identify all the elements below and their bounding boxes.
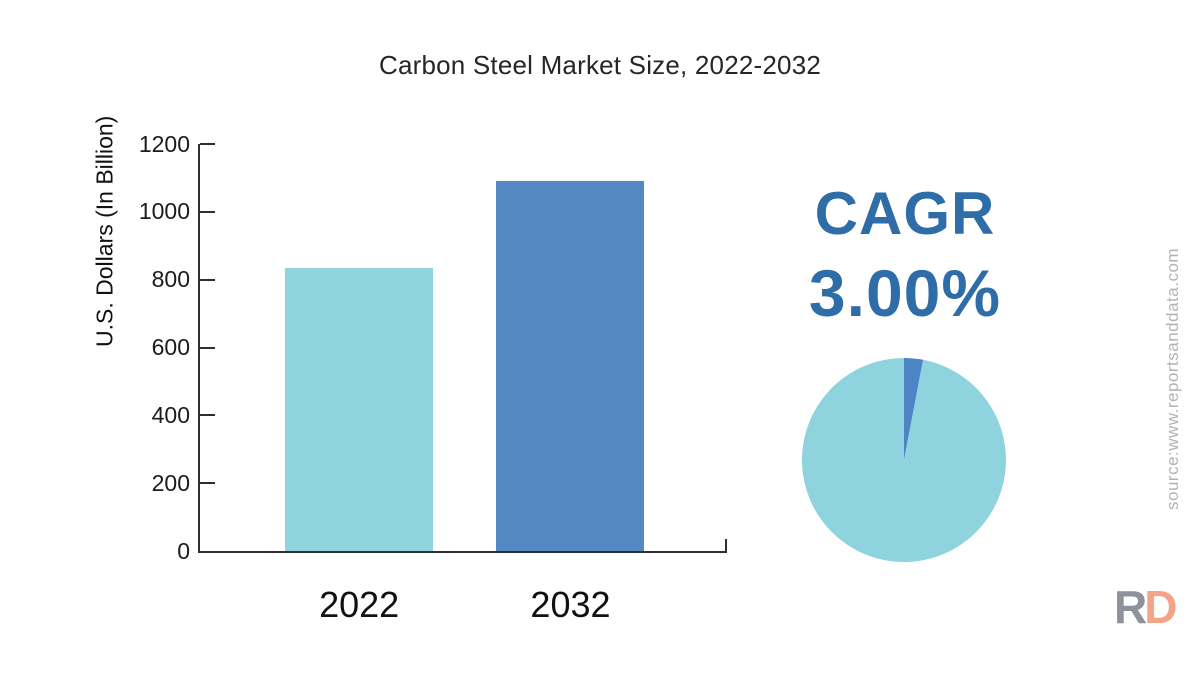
x-category-label: 2022 <box>319 584 400 625</box>
y-tick <box>200 210 215 213</box>
source-watermark: source:www.reportsanddata.com <box>1163 247 1182 510</box>
bar-2032 <box>496 181 645 551</box>
cagr-block: CAGR 3.00% <box>765 180 1045 330</box>
logo-letter-r-icon: R <box>1114 581 1147 633</box>
y-tick-label: 400 <box>151 401 190 428</box>
cagr-value: 3.00% <box>808 256 1002 330</box>
brand-logo: RD <box>1114 581 1177 633</box>
pie-slice <box>801 357 1006 562</box>
bar-2022 <box>285 267 434 551</box>
y-tick-label: 200 <box>151 469 190 496</box>
y-tick <box>200 278 215 281</box>
y-tick <box>200 414 215 417</box>
cagr-label: CAGR <box>814 180 996 247</box>
pie-chart <box>801 357 1006 562</box>
x-axis-end-tick <box>725 539 727 551</box>
pie-slice <box>904 358 924 460</box>
logo-letter-d-icon: D <box>1144 581 1177 633</box>
x-category-label: 2032 <box>530 584 611 625</box>
y-tick <box>200 143 215 145</box>
y-axis-line <box>198 144 200 553</box>
y-tick-label: 600 <box>151 334 190 360</box>
x-axis-line <box>198 551 727 553</box>
y-tick-label: 1000 <box>138 198 190 225</box>
y-tick-label: 0 <box>177 537 190 564</box>
y-tick <box>200 482 215 485</box>
y-tick <box>200 346 215 349</box>
y-tick-label: 800 <box>151 266 190 293</box>
chart-title: Carbon Steel Market Size, 2022-2032 <box>378 50 822 80</box>
bar-chart-plot-area: 0 200 400 600 800 1000 1200 2022 2032 <box>139 132 727 625</box>
y-tick-label: 1200 <box>138 130 190 157</box>
